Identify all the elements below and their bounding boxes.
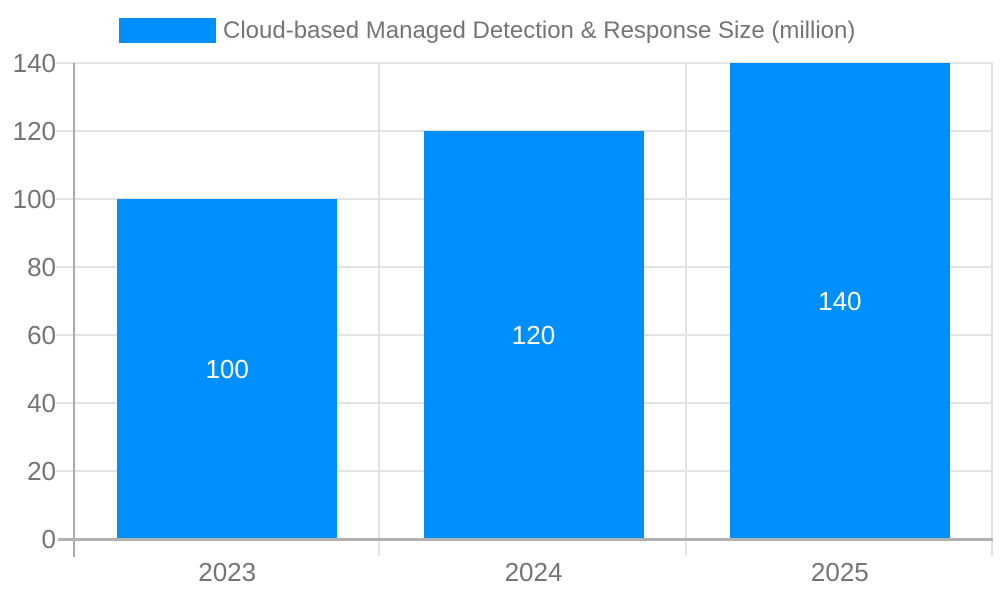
gridline-vertical [378, 63, 381, 556]
plot-area: 100 120 140 [56, 62, 993, 557]
x-axis-tick-label: 2024 [504, 557, 563, 587]
y-axis-tick-label: 140 [12, 48, 56, 78]
y-axis-tick-label: 40 [27, 388, 56, 418]
legend-swatch-icon [119, 18, 216, 43]
gridline-horizontal [56, 62, 993, 64]
gridline-vertical [991, 63, 993, 556]
legend-item[interactable]: Cloud-based Managed Detection & Response… [119, 18, 855, 43]
y-axis-tick-label: 60 [27, 320, 56, 350]
x-axis-tick-label: 2025 [810, 557, 869, 587]
y-axis-tick-label: 20 [27, 456, 56, 486]
bar: 120 [423, 131, 644, 539]
bar-value-label: 140 [818, 285, 862, 316]
legend-label: Cloud-based Managed Detection & Response… [223, 17, 856, 44]
gridline-vertical [684, 63, 687, 556]
y-axis-line [73, 63, 75, 557]
x-axis-line [58, 538, 993, 541]
y-axis-tick-label: 0 [41, 524, 56, 554]
bar: 100 [117, 199, 338, 539]
y-axis-tick-label: 80 [27, 252, 56, 282]
y-axis-tick-label: 100 [12, 184, 56, 214]
bar-value-label: 120 [511, 319, 556, 350]
x-axis-tick-label: 2023 [198, 557, 257, 587]
y-axis-tick-label: 120 [12, 116, 56, 146]
bar: 140 [729, 63, 950, 539]
bar-value-label: 100 [205, 353, 249, 384]
